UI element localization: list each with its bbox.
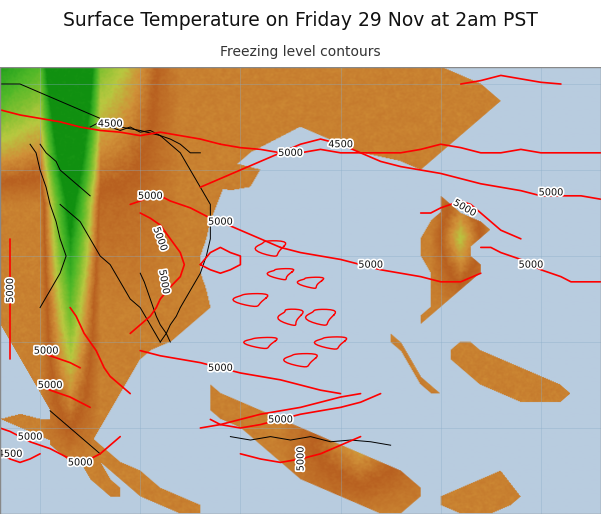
Text: 4500: 4500 — [328, 139, 353, 149]
Text: 5000: 5000 — [151, 226, 169, 252]
Text: 5000: 5000 — [451, 197, 478, 218]
Text: 5000: 5000 — [138, 191, 162, 201]
Text: Surface Temperature on Friday 29 Nov at 2am PST: Surface Temperature on Friday 29 Nov at … — [63, 11, 538, 29]
Text: 5000: 5000 — [358, 260, 383, 270]
Text: 4500: 4500 — [98, 119, 123, 128]
Text: 4500: 4500 — [0, 449, 22, 459]
Text: 5000: 5000 — [208, 363, 233, 373]
Text: 5000: 5000 — [296, 447, 305, 471]
Text: 5000: 5000 — [268, 414, 293, 425]
Text: 5000: 5000 — [278, 148, 303, 158]
Text: 5000: 5000 — [208, 216, 233, 227]
Text: 5000: 5000 — [519, 260, 543, 270]
Text: 5000: 5000 — [538, 188, 563, 197]
Text: 5000: 5000 — [68, 457, 93, 467]
Text: 5000: 5000 — [157, 269, 171, 295]
Text: 5000: 5000 — [18, 432, 42, 442]
Text: 5000: 5000 — [5, 278, 15, 303]
Text: 5000: 5000 — [38, 380, 63, 390]
Text: 5000: 5000 — [34, 345, 58, 356]
Text: Freezing level contours: Freezing level contours — [220, 45, 381, 59]
